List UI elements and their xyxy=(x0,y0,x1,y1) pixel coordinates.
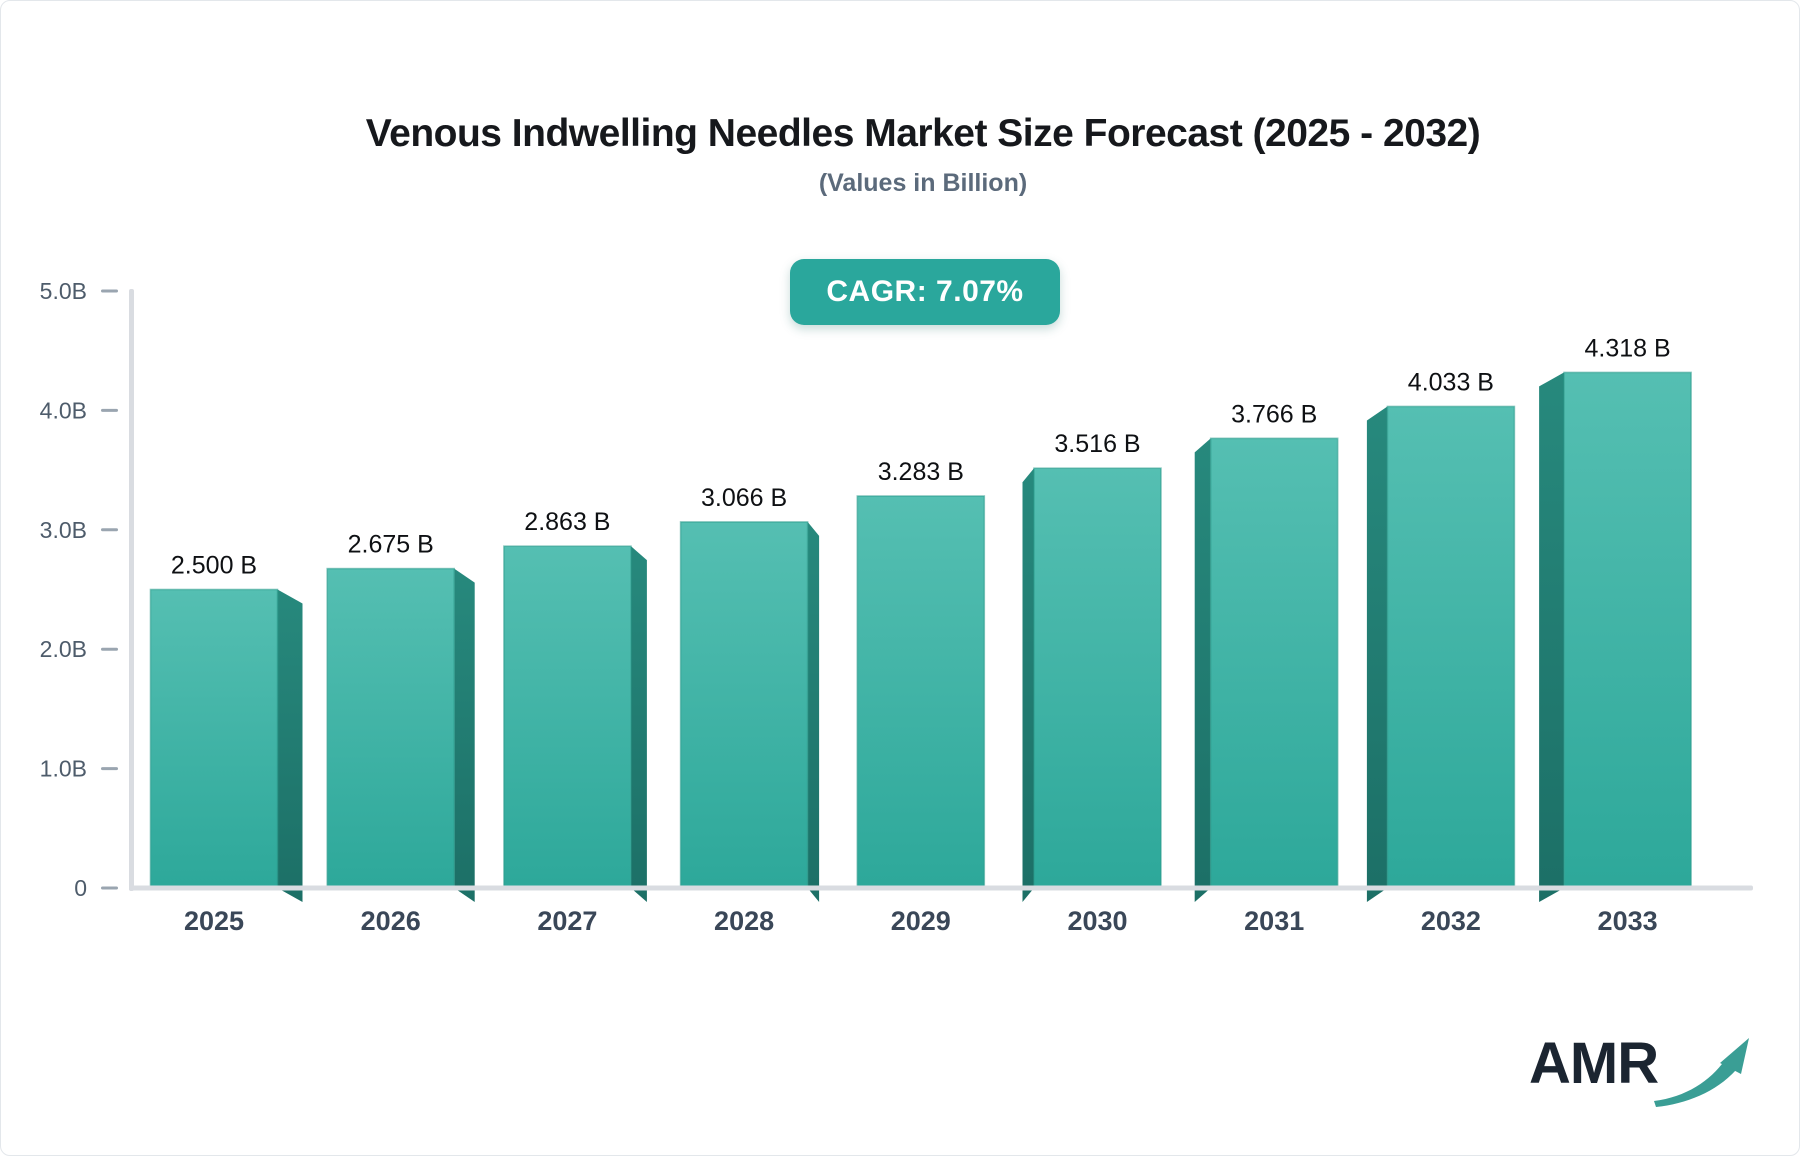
bar-value-label: 4.033 B xyxy=(1408,368,1494,396)
y-tick-label: 0 xyxy=(74,875,87,901)
y-axis-ticks: 0 1.0B 2.0B 3.0B 4.0B 5.0B xyxy=(40,278,118,901)
bar-side-face xyxy=(630,546,647,902)
x-axis-year-label: 2025 xyxy=(184,906,244,936)
x-axis-baseline xyxy=(129,885,1753,891)
bar-value-label: 2.675 B xyxy=(348,531,434,559)
y-tick-dash xyxy=(101,408,118,412)
bar-group xyxy=(1022,467,1162,902)
amr-logo: AMR xyxy=(1529,1033,1759,1113)
x-axis-year-label: 2031 xyxy=(1244,906,1304,936)
labels-layer: 2.500 B 2025 2.675 B 2026 2.863 B 2027 3.066 B… xyxy=(171,334,1671,936)
bar-value-label: 2.500 B xyxy=(171,552,257,580)
x-axis-year-label: 2026 xyxy=(361,906,421,936)
bar-value-label: 3.516 B xyxy=(1054,430,1140,458)
cagr-badge-label: CAGR: 7.07% xyxy=(826,275,1024,308)
bar-front-face xyxy=(503,545,632,889)
y-tick-dash xyxy=(101,289,118,293)
bar-side-face xyxy=(1194,438,1211,902)
y-tick-label: 1.0B xyxy=(40,756,87,782)
bar-value-label: 3.066 B xyxy=(701,484,787,512)
bar-front-face xyxy=(1033,467,1162,889)
x-axis-year-label: 2033 xyxy=(1598,906,1658,936)
page-subtitle: (Values in Billion) xyxy=(818,169,1028,197)
bar-group xyxy=(503,545,647,902)
y-tick-label: 5.0B xyxy=(40,278,87,304)
y-tick-dash xyxy=(101,767,118,771)
bar-group xyxy=(679,521,820,902)
y-tick-dash xyxy=(101,647,118,651)
x-axis-year-label: 2032 xyxy=(1421,906,1481,936)
bar-front-face xyxy=(1563,371,1692,889)
bar-side-face xyxy=(1539,372,1565,902)
bar-front-face xyxy=(856,495,986,889)
bar-value-label: 3.766 B xyxy=(1231,400,1317,428)
bar-value-label: 3.283 B xyxy=(878,458,964,486)
bar-value-label: 4.318 B xyxy=(1585,334,1671,362)
x-axis-year-label: 2028 xyxy=(714,906,774,936)
bar-side-face xyxy=(1366,406,1388,902)
bar-group xyxy=(326,567,475,902)
page-title: Venous Indwelling Needles Market Size Fo… xyxy=(365,112,1481,155)
bar-group xyxy=(149,588,303,902)
bar-value-label: 2.863 B xyxy=(524,508,610,536)
y-axis-line xyxy=(129,289,134,891)
trend-up-arrow-icon xyxy=(1654,1038,1750,1107)
bar-side-face xyxy=(454,568,475,902)
axis-layer xyxy=(129,289,1753,891)
y-tick-label: 2.0B xyxy=(40,636,87,662)
bar-group xyxy=(1539,371,1692,902)
bar-group xyxy=(856,495,986,889)
bar-group xyxy=(1366,405,1516,902)
bar-front-face xyxy=(1386,405,1516,889)
y-tick-label: 3.0B xyxy=(40,517,87,543)
bar-group xyxy=(1194,437,1339,902)
bar-front-face xyxy=(326,567,456,889)
cagr-badge: CAGR: 7.07% xyxy=(790,259,1060,325)
x-axis-year-label: 2030 xyxy=(1067,906,1127,936)
y-tick-dash xyxy=(101,886,118,890)
amr-logo-text: AMR xyxy=(1529,1031,1659,1096)
bar-side-face xyxy=(1022,468,1034,902)
bar-side-face xyxy=(277,589,303,902)
bar-front-face xyxy=(149,588,279,889)
bar-side-face xyxy=(807,521,820,902)
x-axis-year-label: 2029 xyxy=(891,906,951,936)
bars-layer xyxy=(149,371,1692,902)
x-axis-year-label: 2027 xyxy=(537,906,597,936)
y-tick-label: 4.0B xyxy=(40,397,87,423)
y-tick-dash xyxy=(101,528,118,532)
bar-front-face xyxy=(679,521,809,889)
bar-front-face xyxy=(1209,437,1339,889)
